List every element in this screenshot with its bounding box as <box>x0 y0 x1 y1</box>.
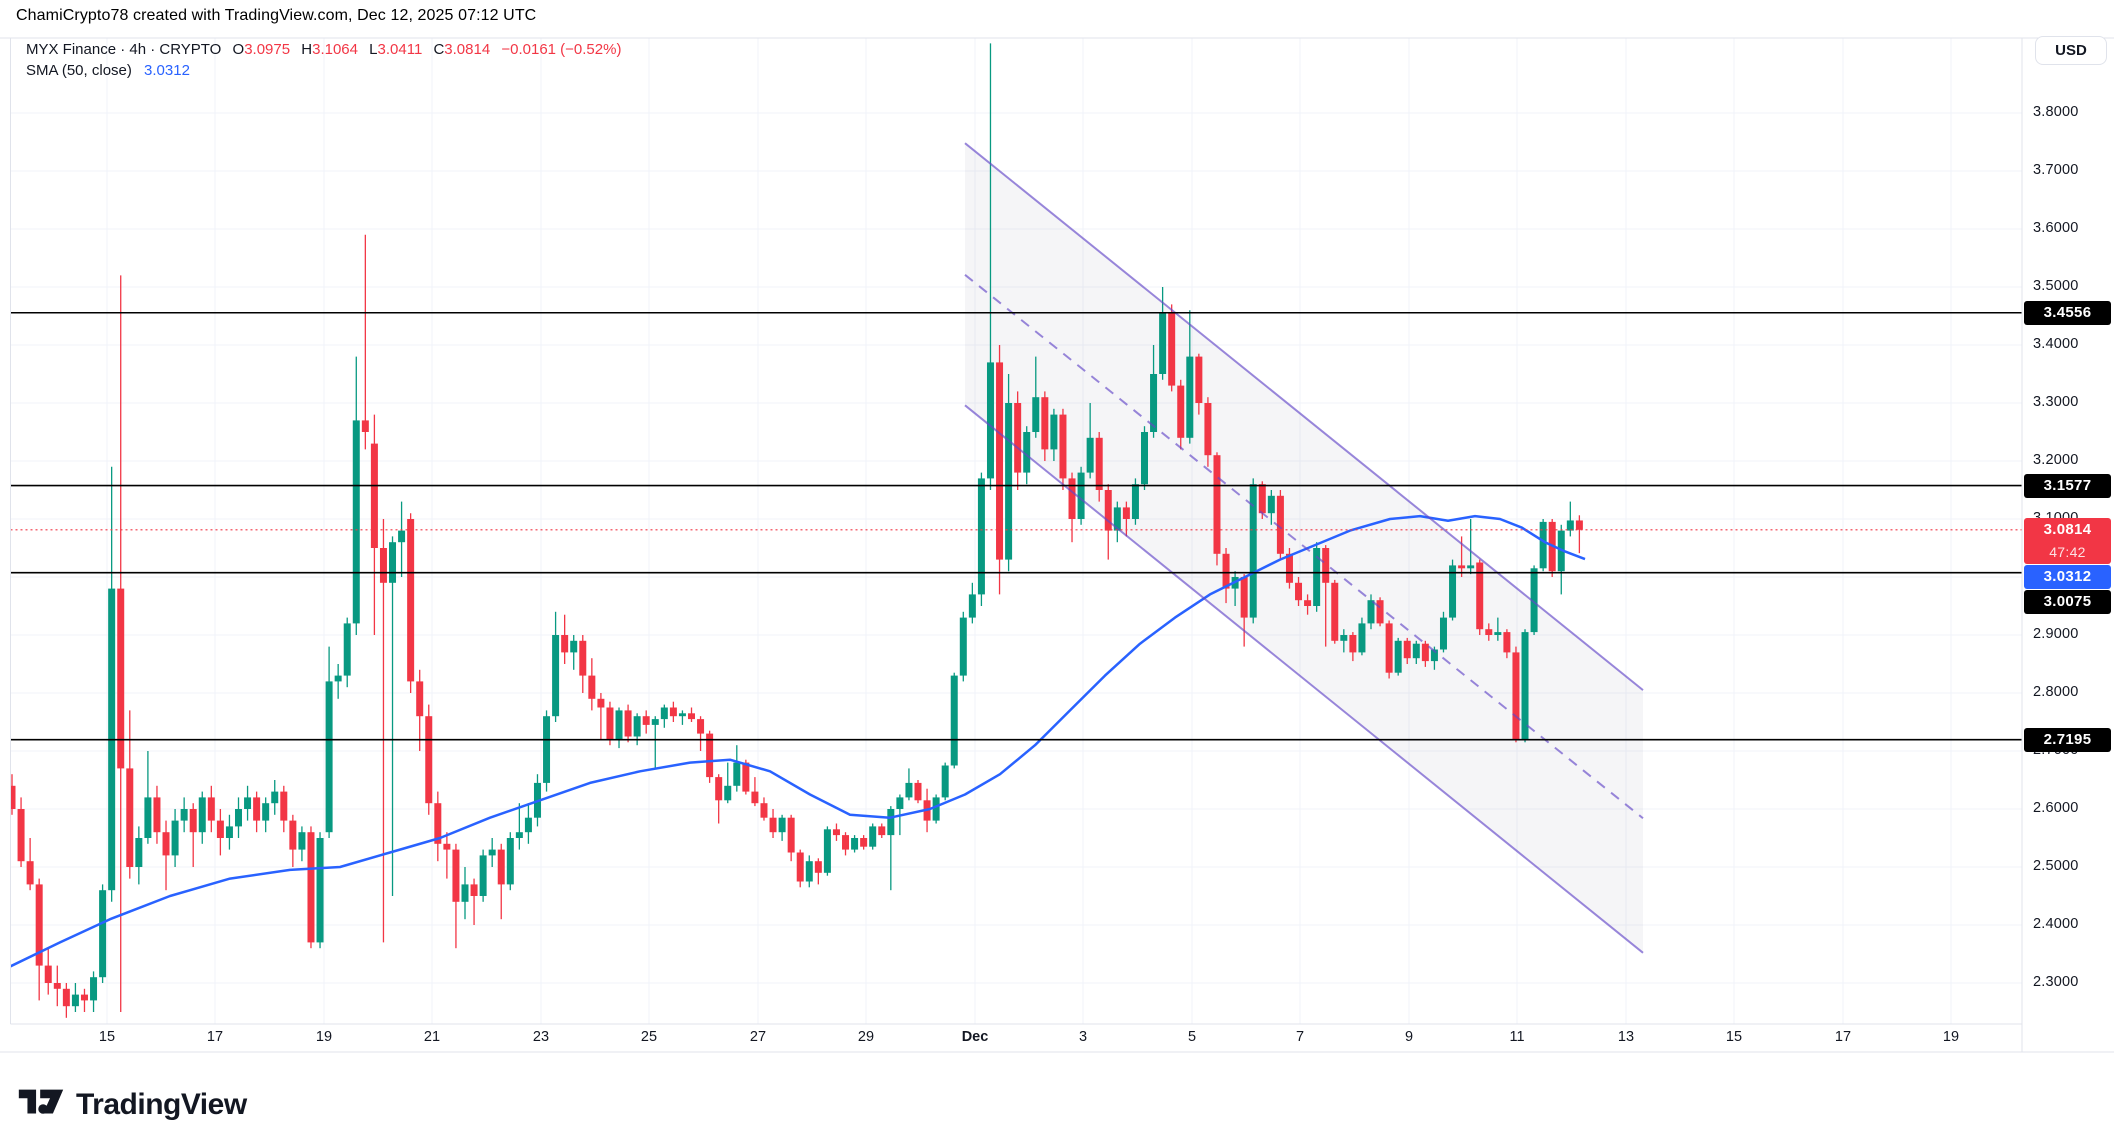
price-tick-label: 3.6000 <box>2033 220 2079 236</box>
open-label: O <box>232 41 245 58</box>
time-tick-label: 7 <box>1295 1029 1305 1045</box>
time-tick-label: 17 <box>206 1029 224 1045</box>
price-tick-label: 2.4000 <box>2033 916 2079 932</box>
price-level-badge: 3.0075 <box>2024 589 2111 614</box>
indicator-value: 3.0312 <box>144 62 190 79</box>
close-value: 3.0814 <box>444 41 491 58</box>
time-tick-label: 21 <box>423 1029 441 1045</box>
time-tick-label: 19 <box>315 1029 333 1045</box>
price-tick-label: 2.9000 <box>2033 626 2079 642</box>
high-value: 3.1064 <box>312 41 358 58</box>
price-tick-label: 2.5000 <box>2033 858 2079 874</box>
time-tick-label: 27 <box>749 1029 767 1045</box>
price-axis[interactable]: 2.30002.40002.50002.60002.70002.80002.90… <box>2023 38 2114 1052</box>
tradingview-logo-text: TradingView <box>76 1087 247 1121</box>
symbol-title[interactable]: MYX Finance · 4h · CRYPTO <box>26 41 222 58</box>
price-tick-label: 2.3000 <box>2033 974 2079 990</box>
change-value: −0.0161 (−0.52%) <box>501 41 622 58</box>
time-tick-label: 15 <box>1725 1029 1743 1045</box>
low-value: 3.0411 <box>377 41 423 58</box>
price-tick-label: 2.6000 <box>2033 800 2079 816</box>
time-tick-label: 3 <box>1078 1029 1088 1045</box>
time-axis[interactable]: 15 17 19 21 23 25 27 29 Dec 3 5 7 9 11 13 15 17 19 <box>10 1024 2022 1052</box>
price-tick-label: 3.3000 <box>2033 394 2079 410</box>
price-tick-label: 3.4000 <box>2033 336 2079 352</box>
time-tick-label: 11 <box>1509 1029 1525 1045</box>
open-value: 3.0975 <box>244 41 291 58</box>
low-label: L <box>369 41 378 58</box>
last-price-badge: 3.0814 47:42 <box>2024 517 2111 564</box>
price-level-badge: 3.0312 <box>2024 564 2111 589</box>
price-level-badge: 3.4556 <box>2024 300 2111 325</box>
time-tick-label: Dec <box>961 1029 989 1045</box>
tradingview-logo[interactable]: TradingView <box>18 1082 247 1127</box>
symbol-legend-row: MYX Finance · 4h · CRYPTO O3.0975 H3.106… <box>26 39 621 60</box>
time-tick-label: 25 <box>640 1029 658 1045</box>
time-tick-label: 17 <box>1834 1029 1852 1045</box>
close-label: C <box>433 41 445 58</box>
bar-countdown: 47:42 <box>2049 543 2086 560</box>
indicator-legend-row: SMA (50, close) 3.0312 <box>26 60 621 81</box>
time-tick-label: 23 <box>532 1029 550 1045</box>
attribution-text: ChamiCrypto78 created with TradingView.c… <box>16 7 537 24</box>
price-tick-label: 3.7000 <box>2033 162 2079 178</box>
chart-legend: MYX Finance · 4h · CRYPTO O3.0975 H3.106… <box>26 39 621 81</box>
price-tick-label: 3.8000 <box>2033 104 2079 120</box>
time-tick-label: 9 <box>1404 1029 1414 1045</box>
time-tick-label: 13 <box>1617 1029 1635 1045</box>
tradingview-logo-icon <box>18 1082 64 1127</box>
price-level-badge: 2.7195 <box>2024 727 2111 752</box>
price-tick-label: 2.8000 <box>2033 684 2079 700</box>
price-tick-label: 3.5000 <box>2033 278 2079 294</box>
indicator-name[interactable]: SMA (50, close) <box>26 62 132 79</box>
time-tick-label: 29 <box>857 1029 875 1045</box>
time-tick-label: 19 <box>1942 1029 1960 1045</box>
time-tick-label: 5 <box>1187 1029 1197 1045</box>
high-label: H <box>301 41 313 58</box>
price-level-badge: 3.1577 <box>2024 473 2111 498</box>
currency-toggle-button[interactable]: USD <box>2035 36 2107 65</box>
time-tick-label: 15 <box>98 1029 116 1045</box>
price-tick-label: 3.2000 <box>2033 452 2079 468</box>
